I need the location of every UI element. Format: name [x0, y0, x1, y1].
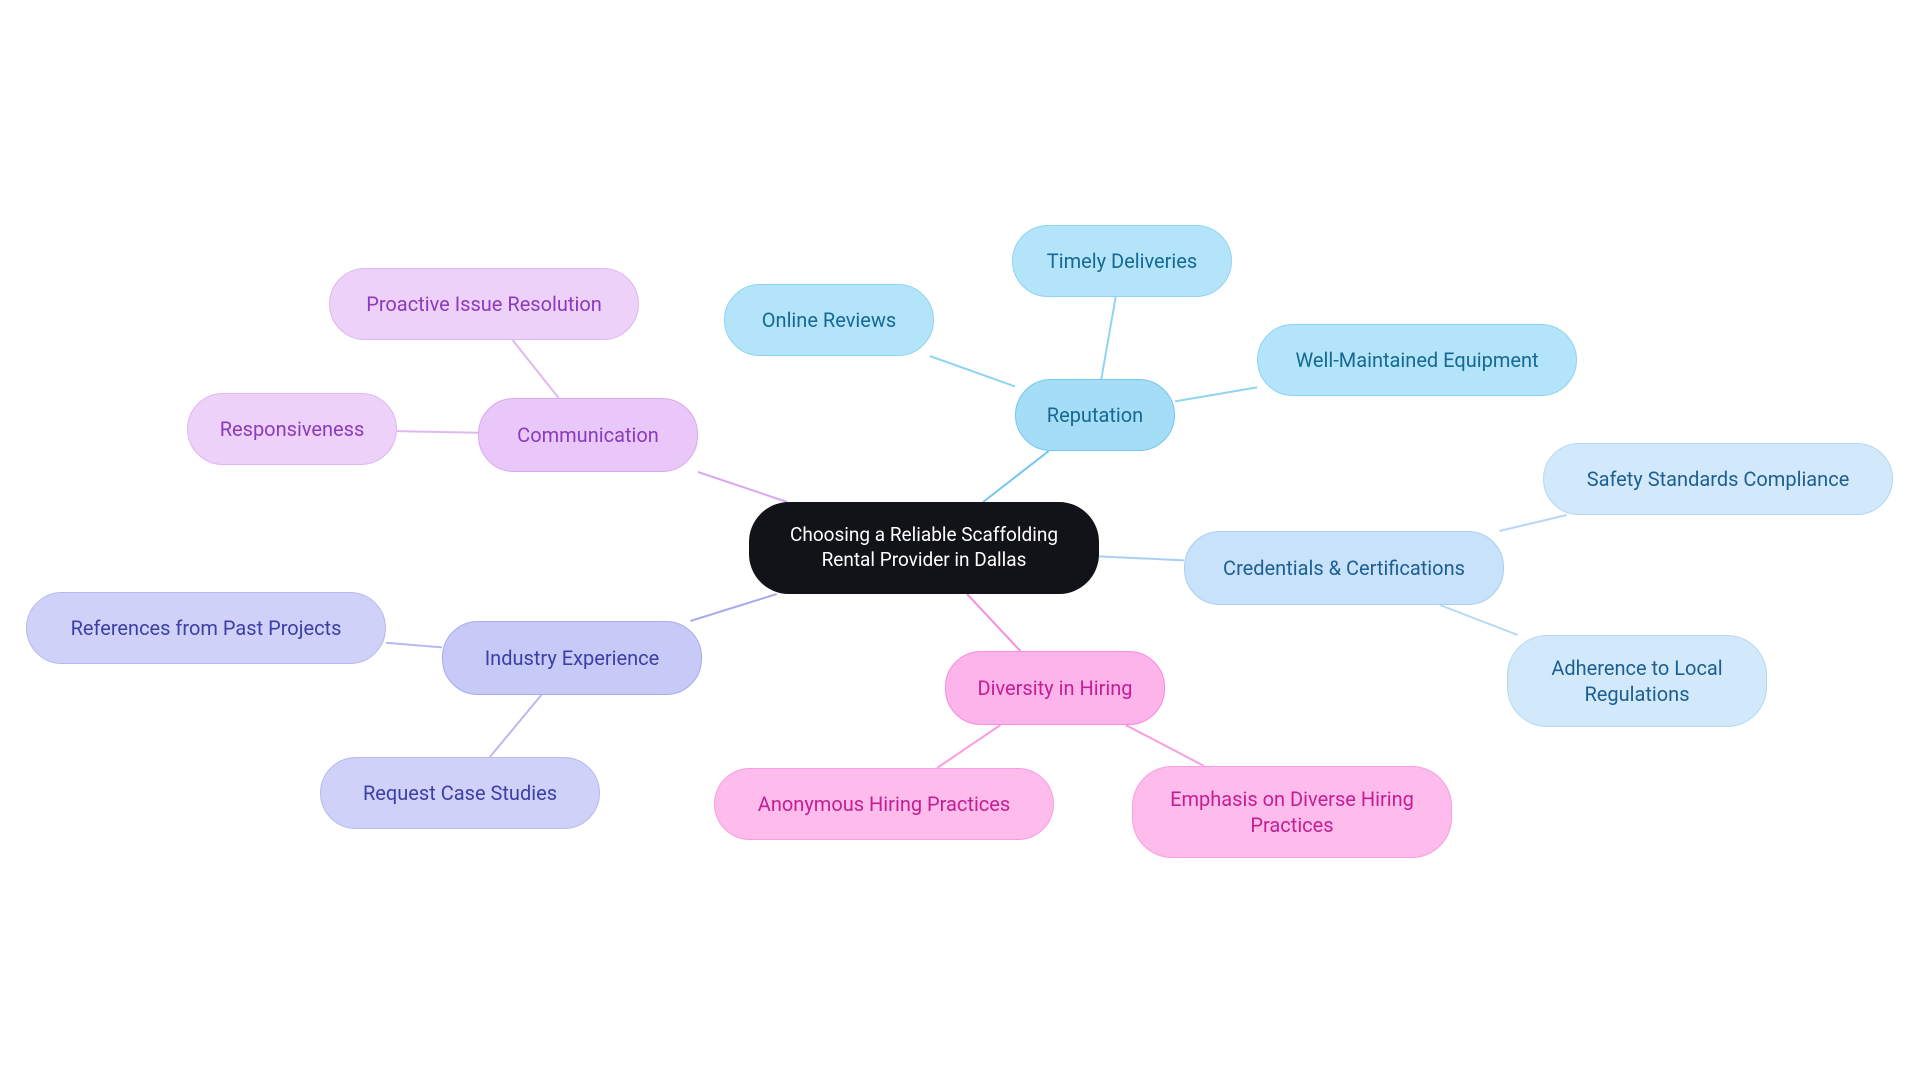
- node-exp: Industry Experience: [442, 621, 702, 695]
- edge-div-div2: [1126, 725, 1204, 766]
- edge-rep-rep3: [1175, 387, 1257, 401]
- edge-cred-cred2: [1440, 605, 1518, 635]
- edge-exp-exp2: [490, 695, 541, 757]
- node-rep: Reputation: [1015, 379, 1175, 451]
- edge-exp-exp1: [386, 643, 442, 648]
- node-cred: Credentials & Certifications: [1184, 531, 1504, 605]
- node-rep1: Online Reviews: [724, 284, 934, 356]
- edge-cred-cred1: [1499, 515, 1566, 531]
- edge-root-comm: [698, 472, 787, 502]
- node-cred2: Adherence to Local Regulations: [1507, 635, 1767, 727]
- node-cred1: Safety Standards Compliance: [1543, 443, 1893, 515]
- node-div2: Emphasis on Diverse Hiring Practices: [1132, 766, 1452, 858]
- node-comm: Communication: [478, 398, 698, 472]
- edge-comm-comm1: [513, 340, 559, 398]
- edge-div-div1: [937, 725, 1000, 768]
- node-exp1: References from Past Projects: [26, 592, 386, 664]
- edge-rep-rep1: [930, 356, 1015, 386]
- node-div1: Anonymous Hiring Practices: [714, 768, 1054, 840]
- edge-root-div: [967, 594, 1020, 651]
- edge-root-rep: [983, 451, 1049, 502]
- edge-root-cred: [1099, 556, 1184, 560]
- edge-root-exp: [690, 594, 776, 621]
- node-rep3: Well-Maintained Equipment: [1257, 324, 1577, 396]
- node-comm2: Responsiveness: [187, 393, 397, 465]
- node-div: Diversity in Hiring: [945, 651, 1165, 725]
- node-comm1: Proactive Issue Resolution: [329, 268, 639, 340]
- edge-comm-comm2: [397, 431, 478, 433]
- node-rep2: Timely Deliveries: [1012, 225, 1232, 297]
- node-root: Choosing a Reliable Scaffolding Rental P…: [749, 502, 1099, 594]
- edge-rep-rep2: [1101, 297, 1115, 379]
- node-exp2: Request Case Studies: [320, 757, 600, 829]
